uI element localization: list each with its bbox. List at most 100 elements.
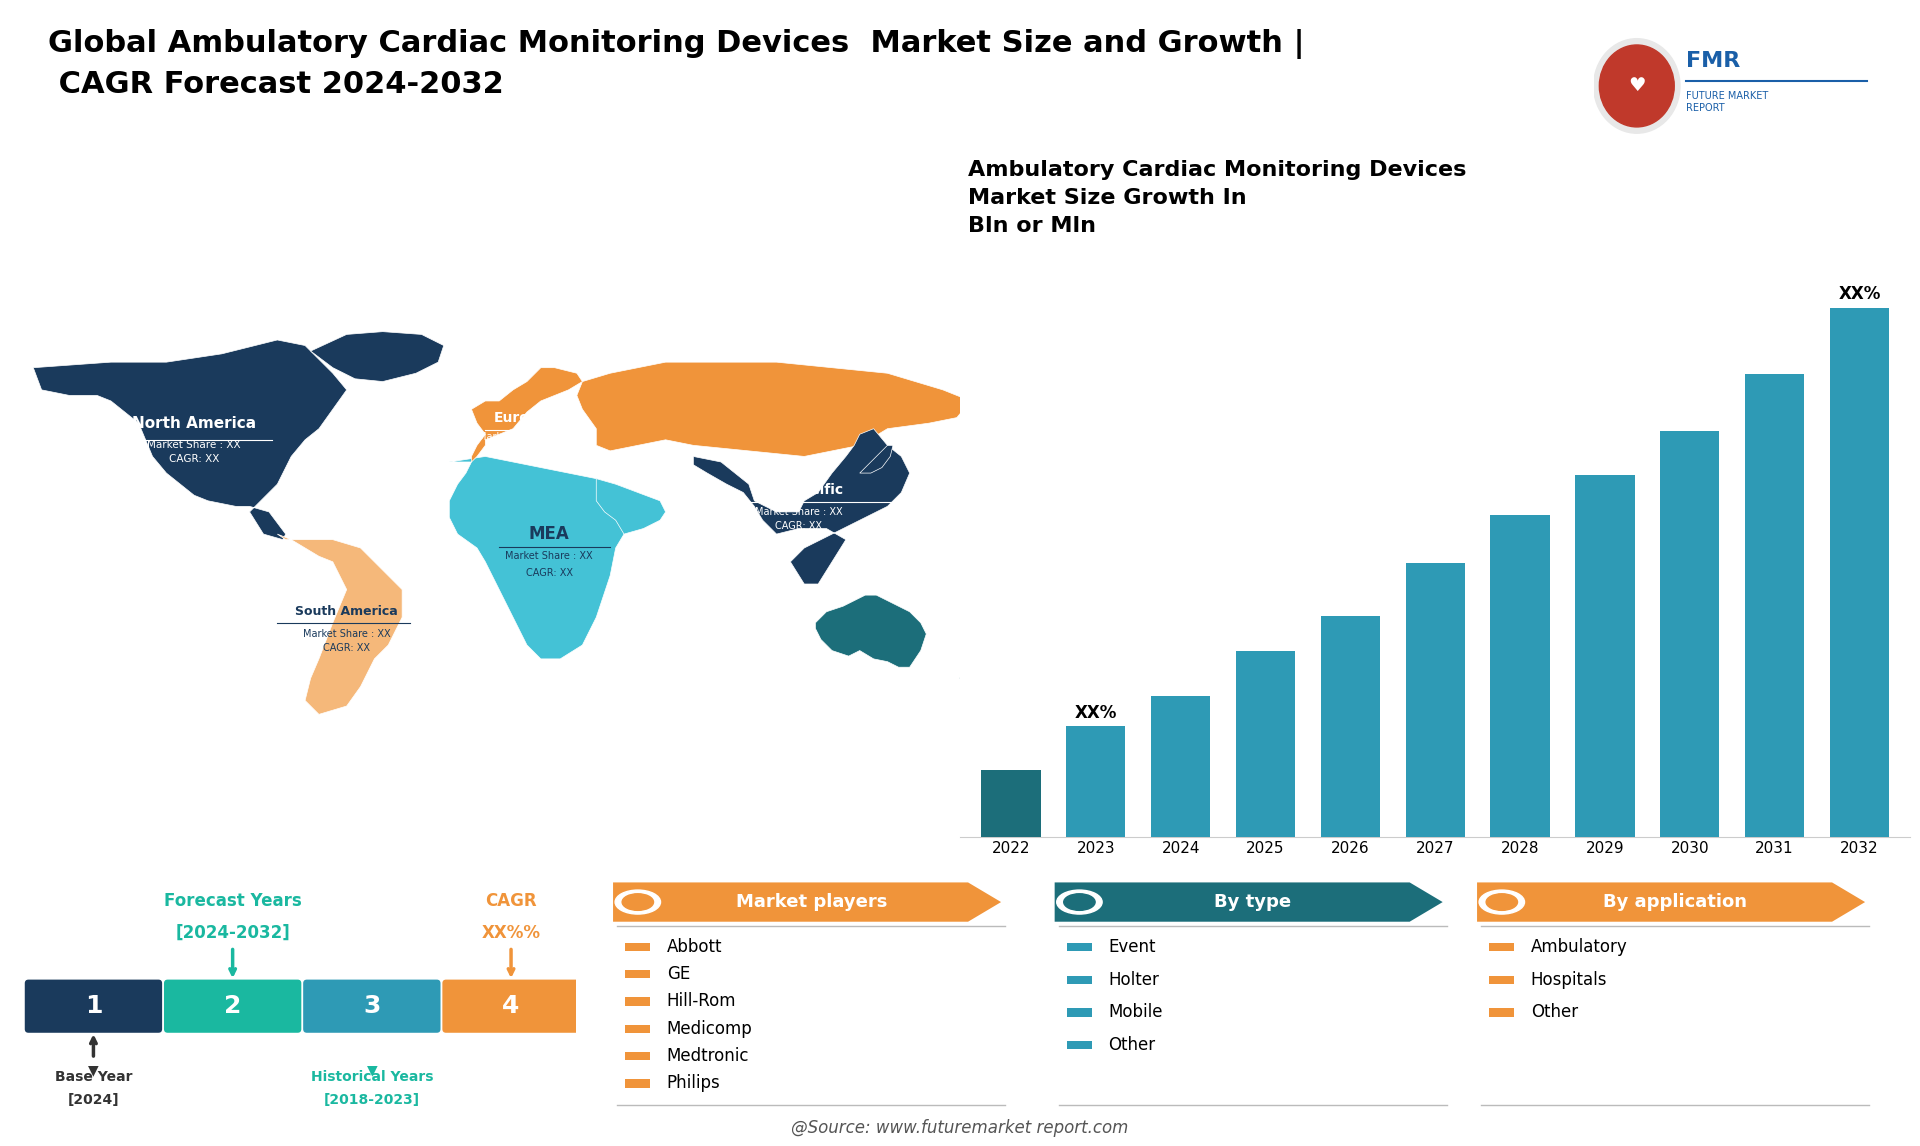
Text: Philips: Philips [666,1074,720,1092]
Polygon shape [693,429,910,584]
FancyBboxPatch shape [626,943,651,951]
Bar [1405,564,1465,837]
Text: Event: Event [1108,937,1156,956]
Text: CAGR: CAGR [486,892,538,910]
Text: Historical Years: Historical Years [311,1070,434,1084]
FancyBboxPatch shape [163,980,301,1033]
FancyBboxPatch shape [25,980,161,1033]
FancyBboxPatch shape [626,971,651,979]
Text: North America: North America [132,416,255,431]
Text: XX%: XX% [1837,285,1882,304]
Text: Market Share : XX: Market Share : XX [478,432,564,442]
Text: MEA: MEA [528,525,570,543]
Text: Abbott: Abbott [666,937,722,956]
Circle shape [614,890,660,915]
Text: Mobile: Mobile [1108,1003,1164,1021]
Text: Market Share : XX: Market Share : XX [303,629,390,639]
Text: [2018-2023]: [2018-2023] [324,1093,420,1107]
Text: CAGR: XX: CAGR: XX [497,444,545,453]
Text: ▼: ▼ [367,1063,376,1077]
Text: Forecast Years: Forecast Years [163,892,301,910]
Text: Europe: Europe [493,410,549,425]
Polygon shape [816,595,925,667]
Text: Hill-Rom: Hill-Rom [666,992,735,1011]
FancyBboxPatch shape [1068,975,1092,984]
FancyBboxPatch shape [626,1052,651,1060]
Text: 4: 4 [503,995,520,1018]
Text: Medtronic: Medtronic [666,1047,749,1065]
Polygon shape [33,340,348,540]
Text: South America: South America [296,605,397,618]
Text: [2024-2032]: [2024-2032] [175,924,290,942]
Text: @Source: www.futuremarket report.com: @Source: www.futuremarket report.com [791,1118,1129,1137]
Text: 2: 2 [225,995,242,1018]
Polygon shape [449,456,643,659]
FancyBboxPatch shape [303,980,440,1033]
Circle shape [1056,890,1102,915]
Polygon shape [576,362,972,456]
Text: Hospitals: Hospitals [1530,971,1607,989]
Bar [1745,374,1805,837]
Text: FUTURE MARKET
REPORT: FUTURE MARKET REPORT [1686,91,1768,113]
Text: 1: 1 [84,995,102,1018]
Bar [1150,696,1210,837]
Circle shape [1594,39,1680,133]
FancyBboxPatch shape [442,980,580,1033]
Text: Ambulatory: Ambulatory [1530,937,1628,956]
FancyBboxPatch shape [1490,1008,1515,1017]
Text: Other: Other [1530,1003,1578,1021]
FancyBboxPatch shape [1068,943,1092,951]
Bar [1236,651,1296,837]
Circle shape [1478,890,1524,915]
Bar [1066,727,1125,837]
Text: Market Share : XX: Market Share : XX [148,440,240,450]
Text: XX%%: XX%% [482,924,541,942]
Text: Market players: Market players [735,893,887,911]
Polygon shape [1476,882,1864,921]
Text: CAGR: XX: CAGR: XX [776,520,822,531]
Text: Market Share : XX: Market Share : XX [505,551,593,562]
Circle shape [1064,894,1094,910]
FancyBboxPatch shape [626,1025,651,1033]
Text: Asia Pacific: Asia Pacific [755,482,843,496]
Bar [1661,431,1720,837]
Polygon shape [472,368,582,462]
Text: Holter: Holter [1108,971,1160,989]
Bar [1321,617,1380,837]
FancyBboxPatch shape [626,997,651,1006]
Bar [1574,476,1634,837]
Polygon shape [860,446,893,473]
Circle shape [1486,894,1517,910]
Text: [2024]: [2024] [67,1093,119,1107]
Text: Market Share : XX: Market Share : XX [755,507,843,517]
Bar [981,770,1041,837]
Circle shape [1599,45,1674,127]
Bar [1490,515,1549,837]
Text: Medicomp: Medicomp [666,1020,753,1037]
Text: Base Year: Base Year [54,1070,132,1084]
Text: By application: By application [1603,893,1747,911]
Text: By type: By type [1213,893,1292,911]
Text: FMR: FMR [1686,50,1740,71]
Polygon shape [612,882,1000,921]
Text: Ambulatory Cardiac Monitoring Devices
Market Size Growth In
Bln or Mln: Ambulatory Cardiac Monitoring Devices Ma… [968,159,1467,236]
Text: 3: 3 [363,995,380,1018]
Text: Global Ambulatory Cardiac Monitoring Devices  Market Size and Growth |
 CAGR For: Global Ambulatory Cardiac Monitoring Dev… [48,29,1304,100]
Text: XX%: XX% [1075,704,1117,722]
Bar [1830,307,1889,837]
Circle shape [622,894,653,910]
FancyBboxPatch shape [1068,1041,1092,1050]
Polygon shape [276,534,401,714]
Polygon shape [1054,882,1442,921]
FancyBboxPatch shape [626,1080,651,1088]
Text: Other: Other [1108,1036,1156,1054]
FancyBboxPatch shape [1490,975,1515,984]
FancyBboxPatch shape [1490,943,1515,951]
Text: CAGR: XX: CAGR: XX [526,568,572,578]
Polygon shape [597,479,666,534]
Polygon shape [960,661,979,684]
Text: CAGR: XX: CAGR: XX [169,454,219,464]
Polygon shape [311,331,444,382]
Text: CAGR: XX: CAGR: XX [323,643,371,653]
FancyBboxPatch shape [1068,1008,1092,1017]
